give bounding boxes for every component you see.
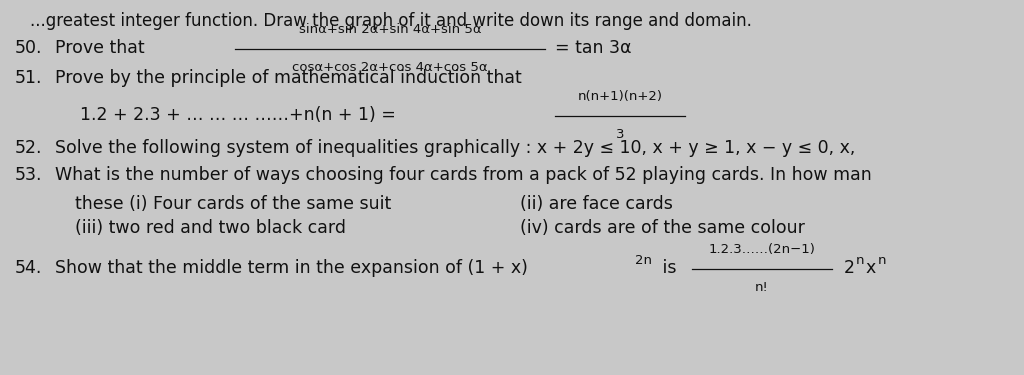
Text: = tan 3α: = tan 3α: [555, 39, 632, 57]
Text: 51.: 51.: [15, 69, 43, 87]
Text: n: n: [878, 254, 887, 267]
Text: ...greatest integer function. Draw the graph of it and write down its range and : ...greatest integer function. Draw the g…: [30, 12, 752, 30]
Text: n: n: [856, 254, 864, 267]
Text: 2: 2: [844, 259, 855, 277]
Text: 1.2 + 2.3 + … … … ……+n(n + 1) =: 1.2 + 2.3 + … … … ……+n(n + 1) =: [80, 106, 396, 124]
Text: n(n+1)(n+2): n(n+1)(n+2): [578, 90, 663, 103]
Text: (ii) are face cards: (ii) are face cards: [520, 195, 673, 213]
Text: Solve the following system of inequalities graphically : x + 2y ≤ 10, x + y ≥ 1,: Solve the following system of inequaliti…: [55, 139, 855, 157]
Text: sinα+sin 2α+sin 4α+sin 5α: sinα+sin 2α+sin 4α+sin 5α: [299, 23, 481, 36]
Text: 54.: 54.: [15, 259, 42, 277]
Text: What is the number of ways choosing four cards from a pack of 52 playing cards. : What is the number of ways choosing four…: [55, 166, 871, 184]
Text: (iv) cards are of the same colour: (iv) cards are of the same colour: [520, 219, 805, 237]
Text: n!: n!: [755, 281, 769, 294]
Text: x: x: [866, 259, 877, 277]
Text: Show that the middle term in the expansion of (1 + x): Show that the middle term in the expansi…: [55, 259, 528, 277]
Text: 1.2.3……(2n−1): 1.2.3……(2n−1): [709, 243, 815, 256]
Text: is: is: [657, 259, 677, 277]
Text: these (i) Four cards of the same suit: these (i) Four cards of the same suit: [75, 195, 391, 213]
Text: 53.: 53.: [15, 166, 43, 184]
Text: 50.: 50.: [15, 39, 43, 57]
Text: Prove that: Prove that: [55, 39, 144, 57]
Text: 52.: 52.: [15, 139, 43, 157]
Text: cosα+cos 2α+cos 4α+cos 5α: cosα+cos 2α+cos 4α+cos 5α: [292, 61, 487, 74]
Text: Prove by the principle of mathematical induction that: Prove by the principle of mathematical i…: [55, 69, 522, 87]
Text: 2n: 2n: [635, 254, 652, 267]
Text: (iii) two red and two black card: (iii) two red and two black card: [75, 219, 346, 237]
Text: 3: 3: [615, 128, 625, 141]
